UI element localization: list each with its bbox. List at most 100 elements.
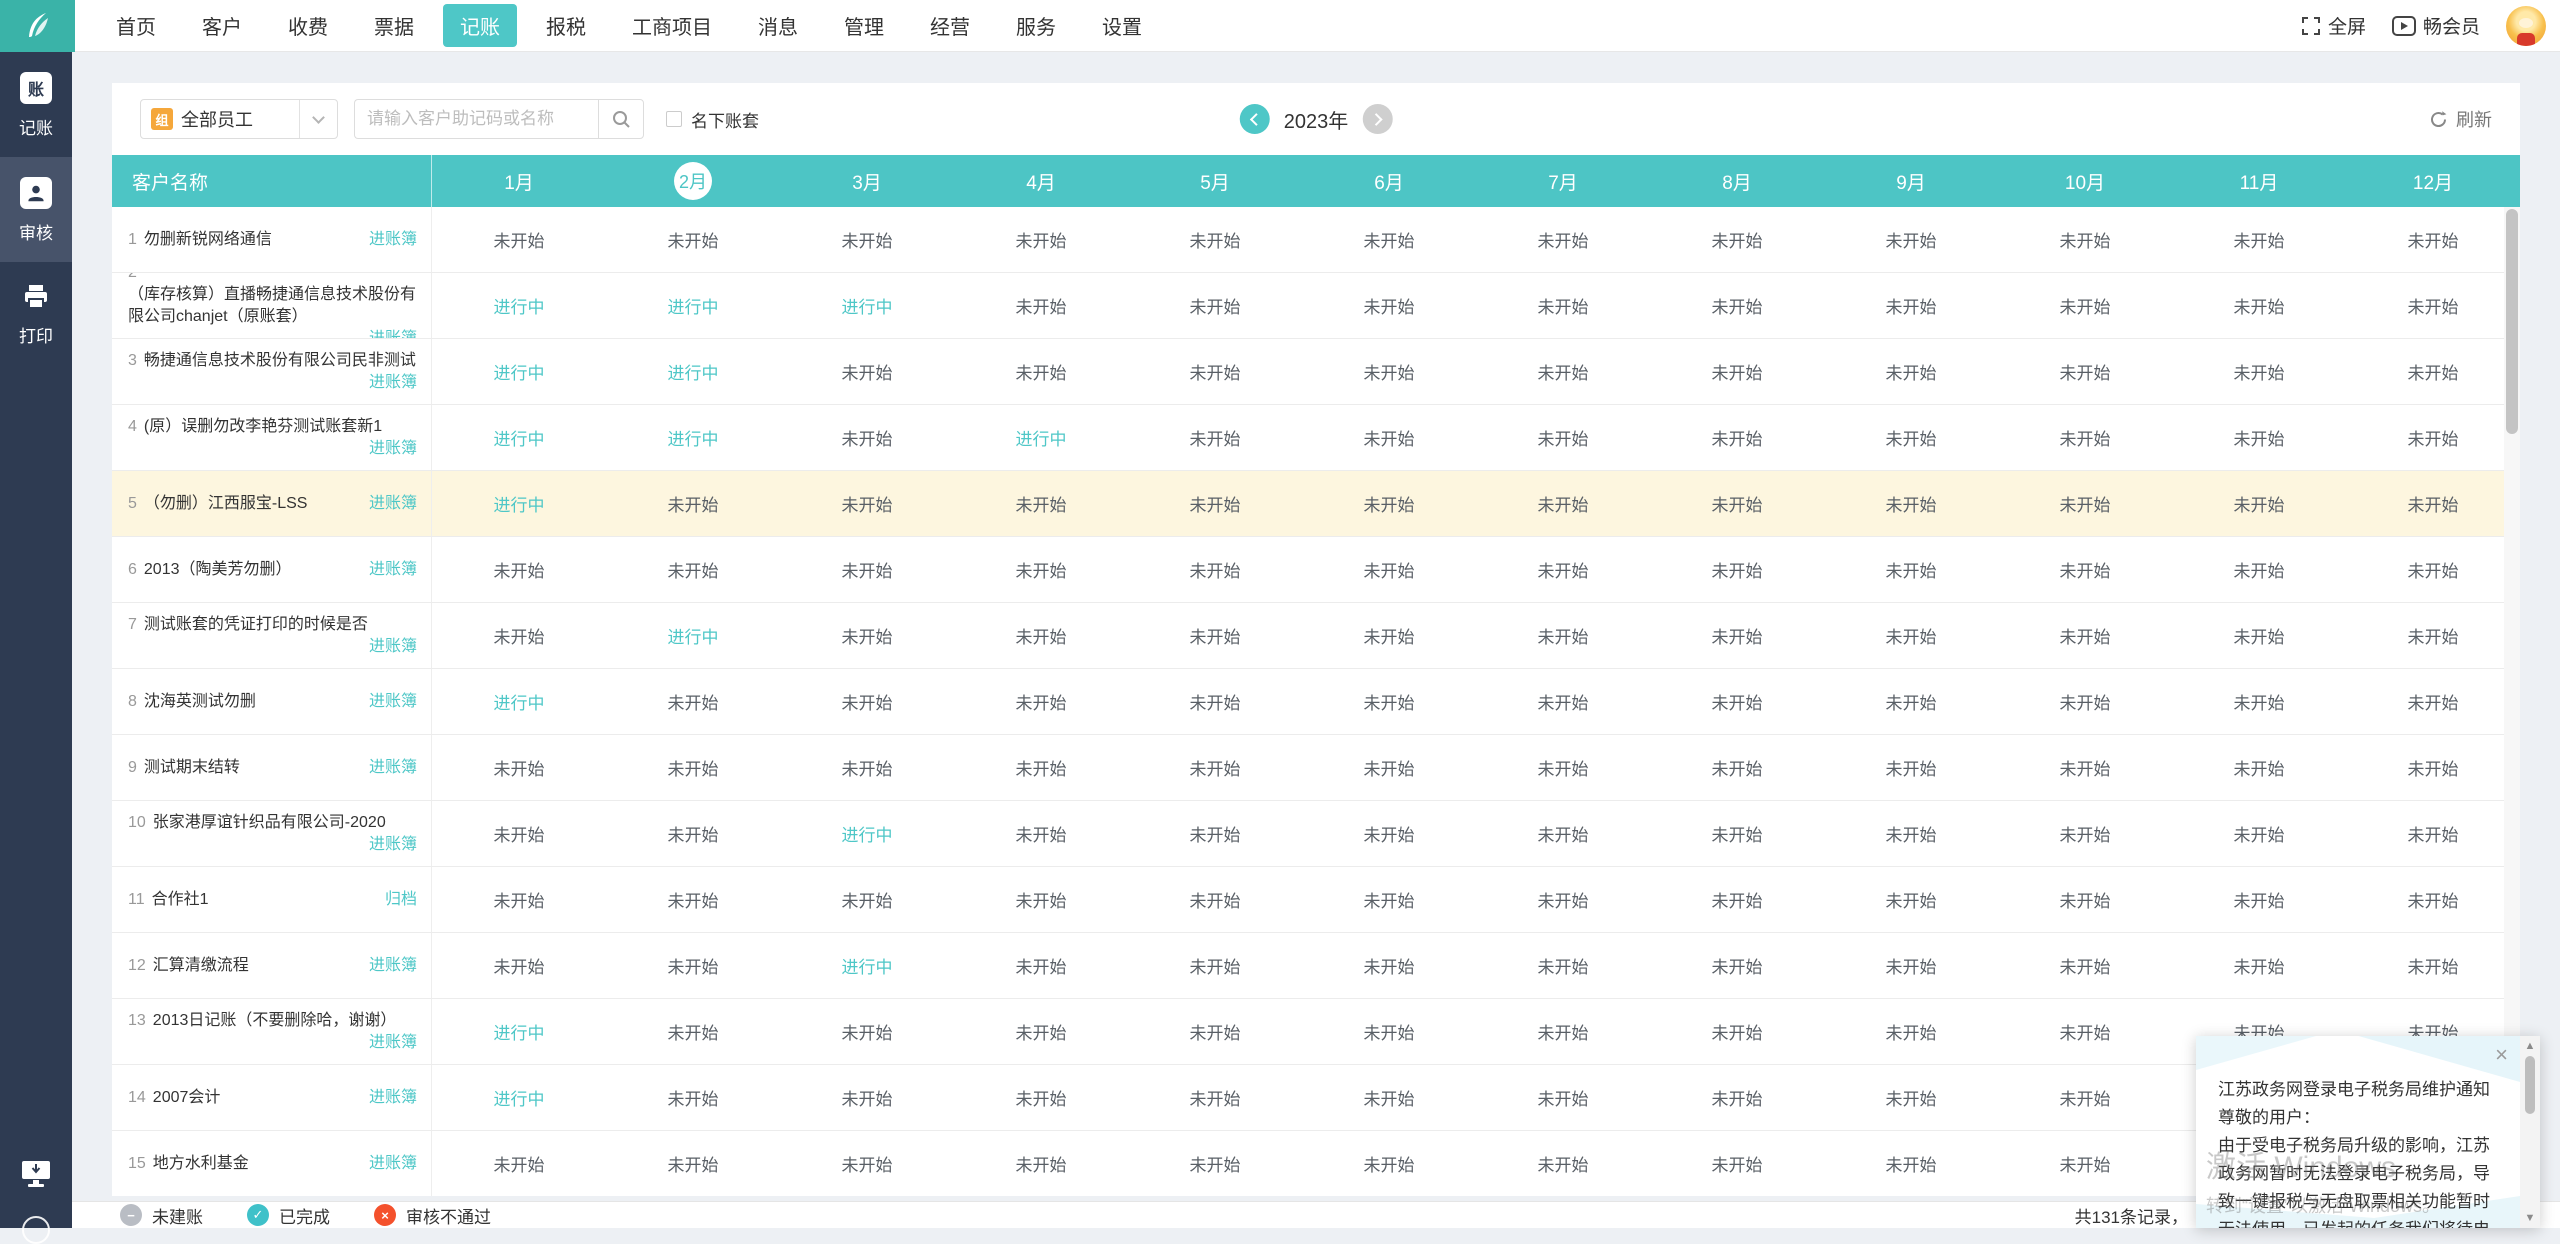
row-action-link[interactable]: 进账簿 [361,438,417,460]
month-status-cell[interactable]: 进行中 [606,339,780,404]
month-status-cell[interactable]: 未开始 [2172,273,2346,338]
month-status-cell[interactable]: 未开始 [1650,999,1824,1064]
month-status-cell[interactable]: 未开始 [2172,207,2346,272]
month-status-cell[interactable]: 未开始 [1302,1065,1476,1130]
month-status-cell[interactable]: 未开始 [606,471,780,536]
month-status-cell[interactable]: 进行中 [780,801,954,866]
month-status-cell[interactable]: 未开始 [606,933,780,998]
month-status-cell[interactable]: 未开始 [1302,603,1476,668]
month-status-cell[interactable]: 未开始 [2346,273,2520,338]
month-status-cell[interactable]: 未开始 [1476,339,1650,404]
month-status-cell[interactable]: 未开始 [1650,735,1824,800]
month-status-cell[interactable]: 未开始 [1824,471,1998,536]
month-status-cell[interactable]: 未开始 [1998,207,2172,272]
month-status-cell[interactable]: 未开始 [1302,537,1476,602]
month-status-cell[interactable]: 未开始 [1998,1131,2172,1196]
nav-tab-报税[interactable]: 报税 [529,4,603,47]
prev-year-button[interactable] [1240,104,1270,134]
month-header[interactable]: 6月 [1302,155,1476,207]
month-status-cell[interactable]: 未开始 [1998,405,2172,470]
row-action-link[interactable]: 进账簿 [361,1087,417,1109]
month-status-cell[interactable]: 未开始 [1302,1131,1476,1196]
month-status-cell[interactable]: 未开始 [780,207,954,272]
row-action-link[interactable]: 归档 [377,889,417,911]
month-status-cell[interactable]: 未开始 [2172,537,2346,602]
row-action-link[interactable]: 进账簿 [361,559,417,581]
month-status-cell[interactable]: 未开始 [606,207,780,272]
month-status-cell[interactable]: 未开始 [1128,471,1302,536]
month-header[interactable]: 11月 [2172,155,2346,207]
month-status-cell[interactable]: 未开始 [1650,1131,1824,1196]
month-status-cell[interactable]: 未开始 [2172,735,2346,800]
next-year-button[interactable] [1362,104,1392,134]
row-action-link[interactable]: 进账簿 [361,229,417,251]
month-status-cell[interactable]: 未开始 [1824,669,1998,734]
help-icon[interactable] [22,1216,50,1244]
month-status-cell[interactable]: 未开始 [1824,867,1998,932]
month-status-cell[interactable]: 未开始 [1302,867,1476,932]
month-status-cell[interactable]: 未开始 [1824,405,1998,470]
app-logo[interactable] [0,0,75,52]
month-status-cell[interactable]: 未开始 [1302,471,1476,536]
month-status-cell[interactable]: 未开始 [1476,801,1650,866]
month-status-cell[interactable]: 未开始 [1650,1065,1824,1130]
month-status-cell[interactable]: 未开始 [2172,867,2346,932]
month-status-cell[interactable]: 未开始 [1128,207,1302,272]
month-status-cell[interactable]: 未开始 [954,471,1128,536]
month-status-cell[interactable]: 未开始 [780,339,954,404]
nav-tab-消息[interactable]: 消息 [741,4,815,47]
month-status-cell[interactable]: 未开始 [2172,801,2346,866]
month-status-cell[interactable]: 未开始 [1128,1065,1302,1130]
month-status-cell[interactable]: 未开始 [1128,933,1302,998]
close-icon[interactable]: × [2495,1044,2508,1066]
month-status-cell[interactable]: 未开始 [1302,669,1476,734]
row-action-link[interactable]: 进账簿 [361,757,417,779]
my-accounts-checkbox-wrap[interactable]: 名下账套 [666,107,759,132]
month-status-cell[interactable]: 进行中 [432,999,606,1064]
month-status-cell[interactable]: 未开始 [1128,339,1302,404]
month-status-cell[interactable]: 未开始 [1476,273,1650,338]
month-status-cell[interactable]: 未开始 [780,669,954,734]
month-status-cell[interactable]: 未开始 [954,537,1128,602]
month-status-cell[interactable]: 未开始 [606,669,780,734]
month-status-cell[interactable]: 未开始 [2346,405,2520,470]
row-action-link[interactable]: 进账簿 [361,493,417,515]
month-status-cell[interactable]: 未开始 [1998,933,2172,998]
month-status-cell[interactable]: 未开始 [1128,405,1302,470]
month-status-cell[interactable]: 未开始 [1824,1065,1998,1130]
row-action-link[interactable]: 进账簿 [361,1032,417,1054]
month-status-cell[interactable]: 未开始 [2172,405,2346,470]
month-status-cell[interactable]: 未开始 [1998,1065,2172,1130]
month-status-cell[interactable]: 未开始 [1128,801,1302,866]
month-status-cell[interactable]: 未开始 [780,1065,954,1130]
month-status-cell[interactable]: 未开始 [954,669,1128,734]
month-status-cell[interactable]: 未开始 [1302,405,1476,470]
month-status-cell[interactable]: 未开始 [1128,603,1302,668]
month-status-cell[interactable]: 未开始 [1128,999,1302,1064]
month-status-cell[interactable]: 未开始 [2346,933,2520,998]
month-status-cell[interactable]: 进行中 [432,273,606,338]
month-status-cell[interactable]: 进行中 [432,339,606,404]
month-status-cell[interactable]: 进行中 [606,273,780,338]
month-status-cell[interactable]: 未开始 [1128,867,1302,932]
month-status-cell[interactable]: 未开始 [1998,537,2172,602]
month-status-cell[interactable]: 未开始 [1476,735,1650,800]
month-status-cell[interactable]: 未开始 [1824,933,1998,998]
month-status-cell[interactable]: 未开始 [1476,471,1650,536]
month-status-cell[interactable]: 未开始 [954,933,1128,998]
client-download-icon[interactable] [19,1158,53,1190]
month-status-cell[interactable]: 未开始 [1302,801,1476,866]
month-header[interactable]: 7月 [1476,155,1650,207]
row-action-link[interactable]: 进账簿 [361,372,417,394]
month-status-cell[interactable]: 未开始 [2346,339,2520,404]
month-status-cell[interactable]: 未开始 [1476,867,1650,932]
month-status-cell[interactable]: 未开始 [1302,735,1476,800]
month-status-cell[interactable]: 未开始 [432,537,606,602]
month-header[interactable]: 10月 [1998,155,2172,207]
